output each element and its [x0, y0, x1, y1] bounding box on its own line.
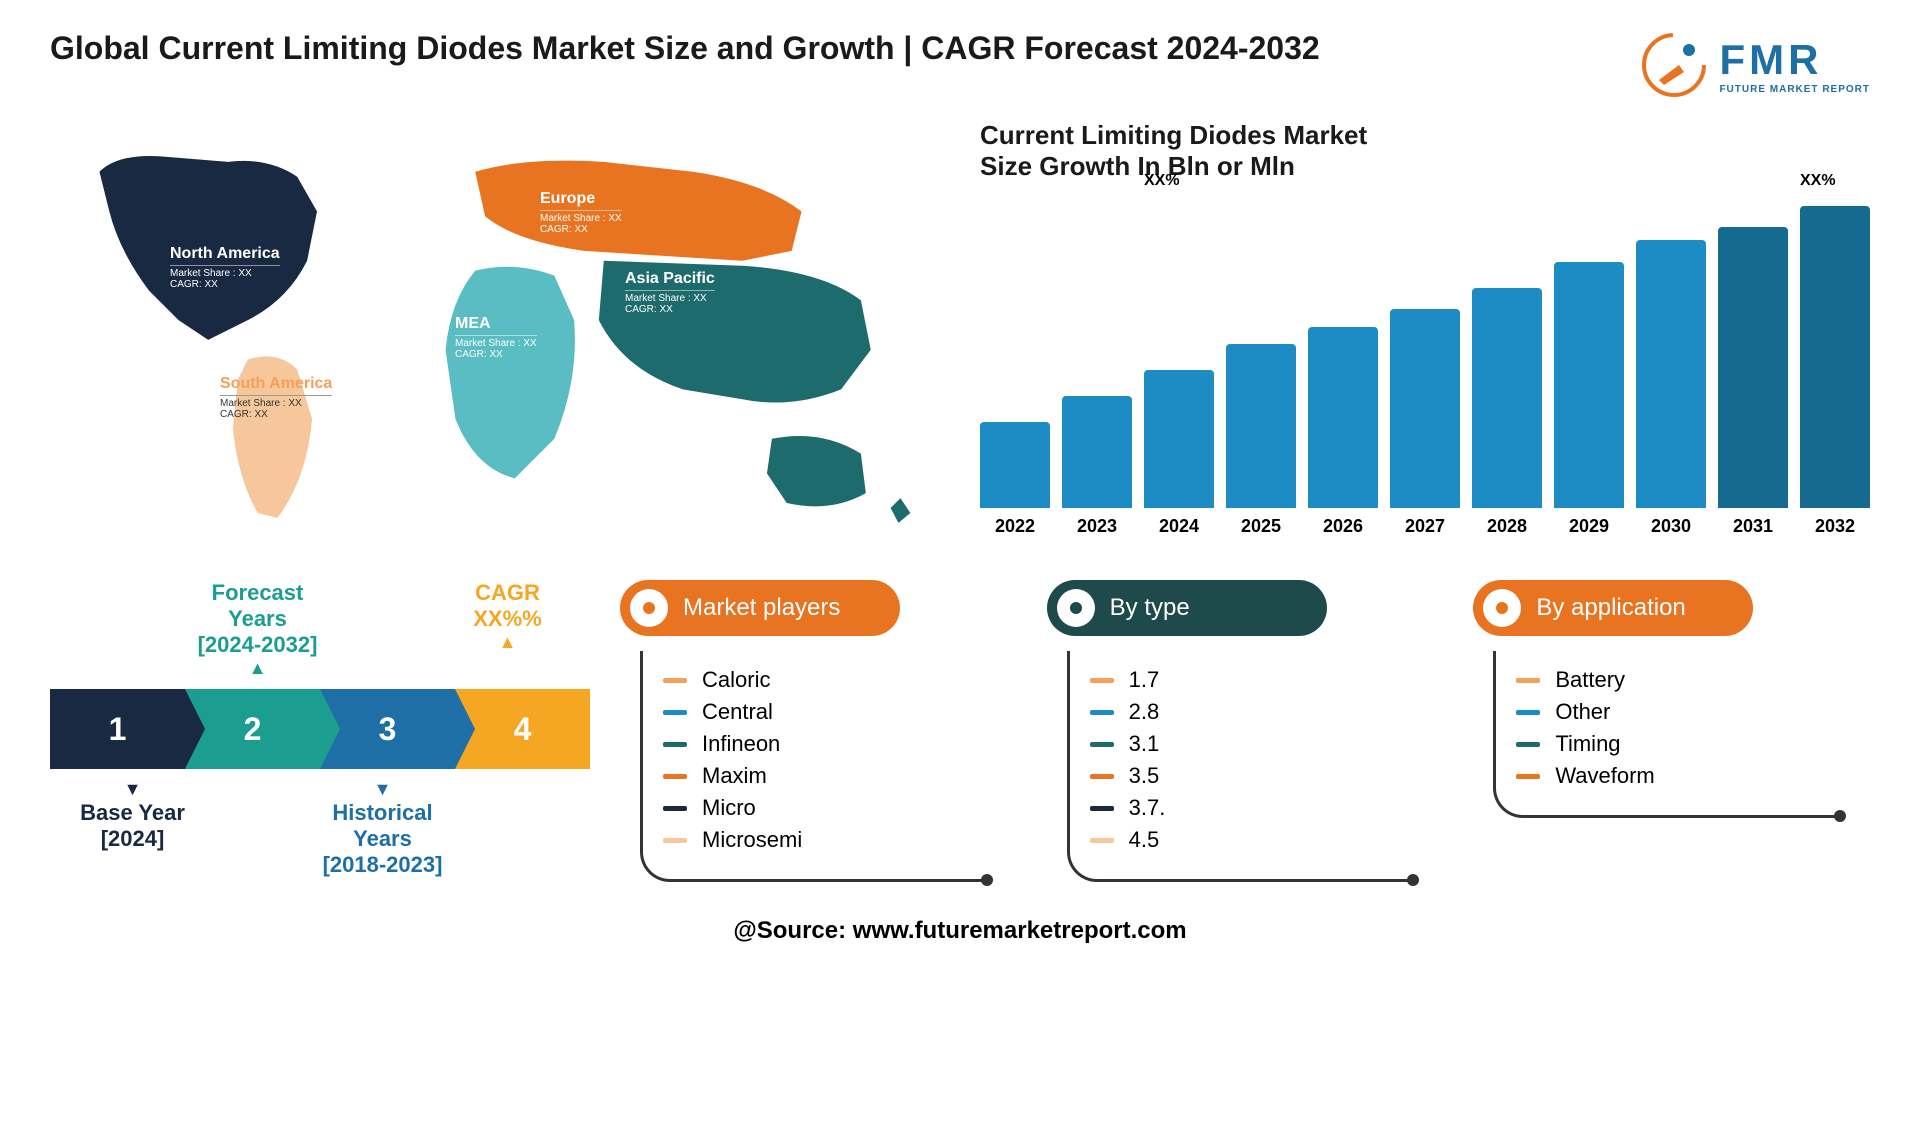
list-item: 3.7.: [1090, 795, 1394, 821]
region-mea: MEA Market Share : XXCAGR: XX: [455, 315, 537, 360]
world-map: North America Market Share : XXCAGR: XX …: [50, 120, 940, 540]
timeline-seg-3: 3: [320, 689, 455, 769]
list-item: Maxim: [663, 763, 967, 789]
bar-2028: 2028: [1472, 197, 1542, 537]
bar-2027: 2027: [1390, 197, 1460, 537]
bar-2032: XX%2032: [1800, 197, 1870, 537]
list-item: 3.1: [1090, 731, 1394, 757]
page-title: Global Current Limiting Diodes Market Si…: [50, 30, 1320, 67]
region-north-america: North America Market Share : XXCAGR: XX: [170, 245, 280, 290]
list-item: Microsemi: [663, 827, 967, 853]
logo-text: FMR FUTURE MARKET REPORT: [1719, 36, 1870, 95]
list-item: Other: [1516, 699, 1820, 725]
bar-2031: 2031: [1718, 197, 1788, 537]
bar-2022: 2022: [980, 197, 1050, 537]
list-item: 4.5: [1090, 827, 1394, 853]
telescope-icon: [1639, 30, 1709, 100]
list-item: Caloric: [663, 667, 967, 693]
players-title: Market players: [683, 594, 840, 622]
timeline-seg-2: 2: [185, 689, 320, 769]
timeline-seg-1: 1: [50, 689, 185, 769]
list-item: 1.7: [1090, 667, 1394, 693]
historical-label: ▼ Historical Years[2018-2023]: [320, 779, 445, 878]
market-players-panel: Market players Caloric Central Infineon Max…: [620, 580, 1017, 882]
bar-2025: 2025: [1226, 197, 1296, 537]
timeline-seg-4: 4: [455, 689, 590, 769]
bar-2029: 2029: [1554, 197, 1624, 537]
forecast-label: Forecast Years[2024-2032] ▲: [195, 580, 320, 679]
bar-2024: XX%2024: [1144, 197, 1214, 537]
logo-fmr: FMR: [1719, 36, 1870, 84]
cagr-label: CAGRXX%% ▲: [445, 580, 570, 679]
list-item: Timing: [1516, 731, 1820, 757]
region-europe: Europe Market Share : XXCAGR: XX: [540, 190, 622, 235]
type-title: By type: [1110, 594, 1190, 622]
region-south-america: South America Market Share : XXCAGR: XX: [220, 375, 332, 420]
list-item: Waveform: [1516, 763, 1820, 789]
list-item: 2.8: [1090, 699, 1394, 725]
list-item: 3.5: [1090, 763, 1394, 789]
list-item: Central: [663, 699, 967, 725]
base-year-label: ▼ Base Year[2024]: [70, 779, 195, 878]
list-item: Infineon: [663, 731, 967, 757]
application-title: By application: [1536, 594, 1685, 622]
list-item: Battery: [1516, 667, 1820, 693]
logo-subtitle: FUTURE MARKET REPORT: [1719, 84, 1870, 95]
source-text: @Source: www.futuremarketreport.com: [50, 917, 1870, 945]
chart-title: Current Limiting Diodes Market Size Grow…: [980, 120, 1380, 182]
logo: FMR FUTURE MARKET REPORT: [1639, 30, 1870, 100]
bar-2023: 2023: [1062, 197, 1132, 537]
by-application-panel: By application Battery Other Timing Wavefor…: [1473, 580, 1870, 818]
list-item: Micro: [663, 795, 967, 821]
bar-chart: Current Limiting Diodes Market Size Grow…: [980, 120, 1870, 540]
by-type-panel: By type 1.7 2.8 3.1 3.5 3.7. 4.5: [1047, 580, 1444, 882]
timeline: Forecast Years[2024-2032] ▲ CAGRXX%% ▲ 1…: [50, 580, 590, 878]
bar-2026: 2026: [1308, 197, 1378, 537]
region-asia-pacific: Asia Pacific Market Share : XXCAGR: XX: [625, 270, 715, 315]
bar-2030: 2030: [1636, 197, 1706, 537]
